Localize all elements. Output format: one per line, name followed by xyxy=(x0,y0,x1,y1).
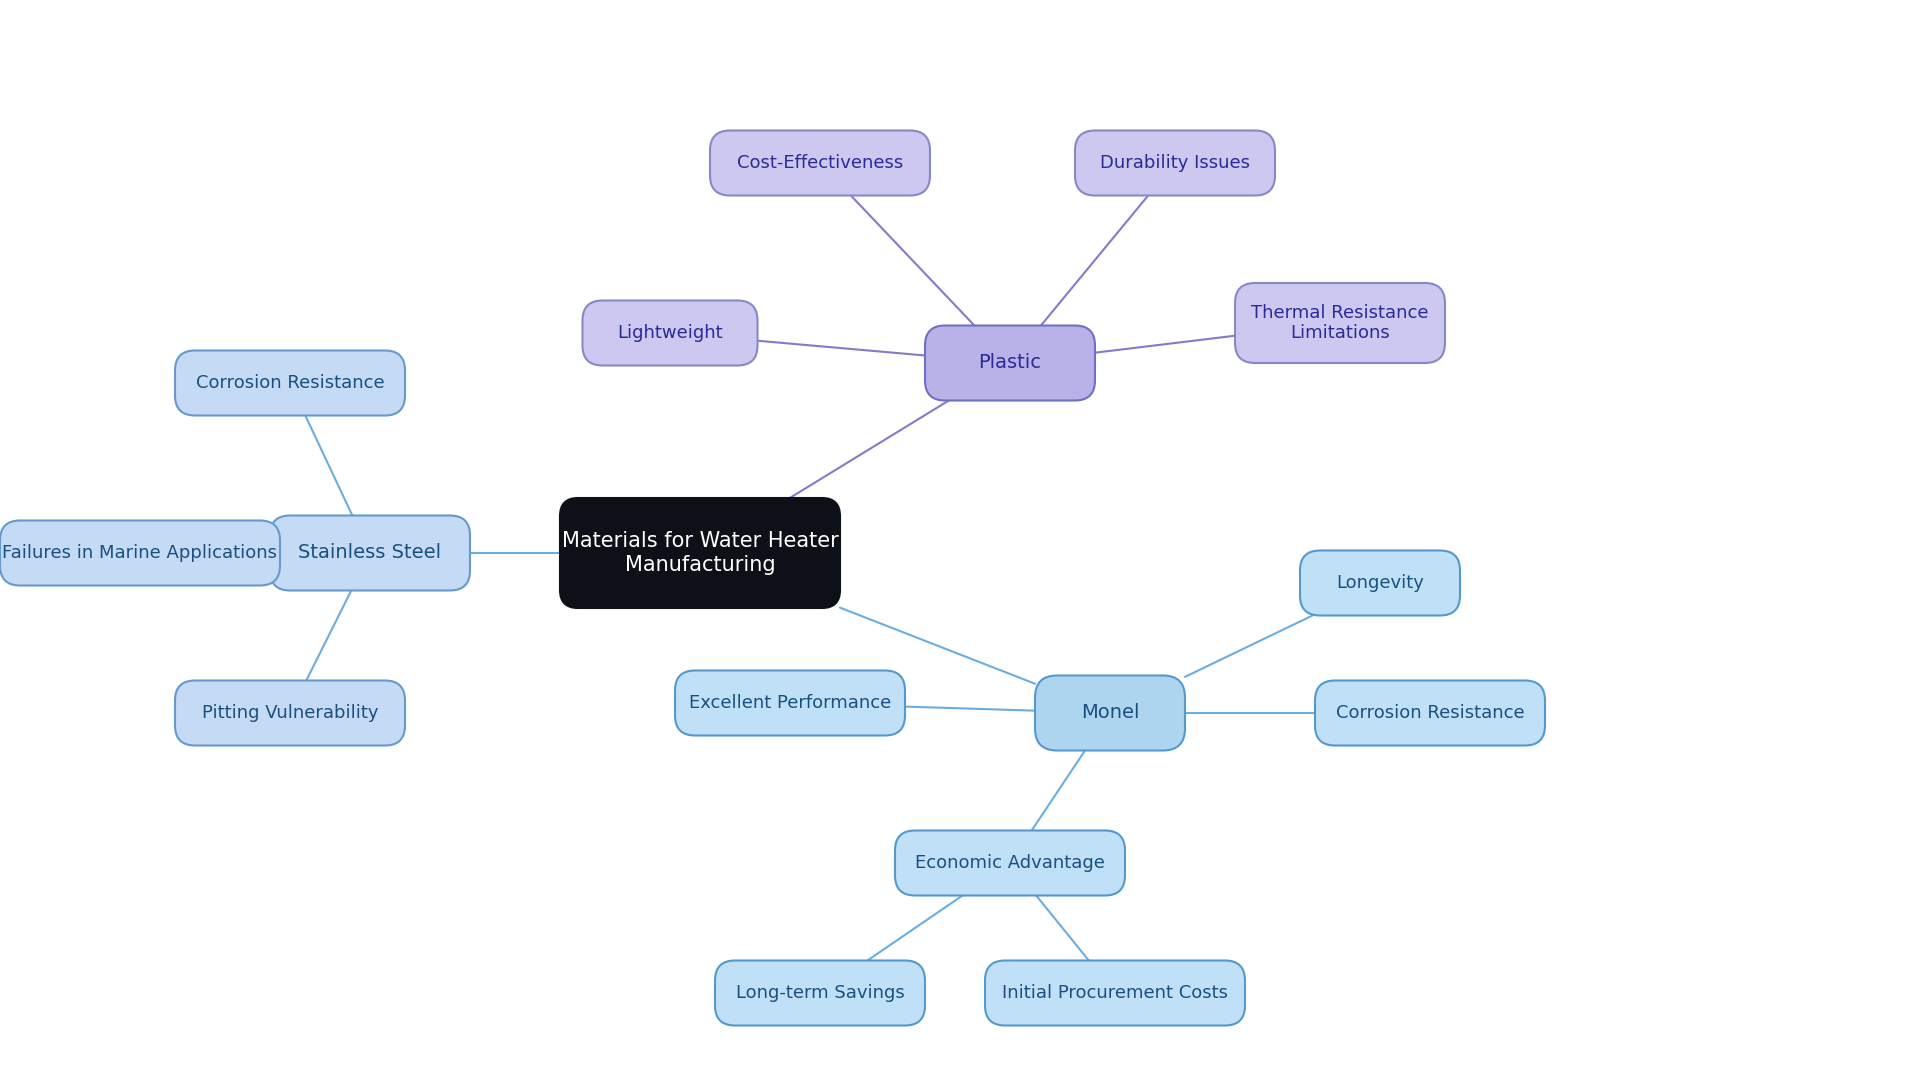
FancyBboxPatch shape xyxy=(1035,676,1185,751)
FancyBboxPatch shape xyxy=(582,300,758,365)
Text: Excellent Performance: Excellent Performance xyxy=(689,694,891,712)
Text: Lightweight: Lightweight xyxy=(616,324,722,342)
Text: Pitting Vulnerability: Pitting Vulnerability xyxy=(202,704,378,722)
FancyBboxPatch shape xyxy=(895,831,1125,896)
Text: Cost-Effectiveness: Cost-Effectiveness xyxy=(737,154,902,172)
Text: Stainless Steel: Stainless Steel xyxy=(298,544,442,562)
FancyBboxPatch shape xyxy=(175,351,405,416)
FancyBboxPatch shape xyxy=(1075,130,1275,196)
Text: Thermal Resistance
Limitations: Thermal Resistance Limitations xyxy=(1252,303,1428,342)
FancyBboxPatch shape xyxy=(714,961,925,1026)
FancyBboxPatch shape xyxy=(0,521,280,586)
Text: Monel: Monel xyxy=(1081,704,1139,722)
Text: Corrosion Resistance: Corrosion Resistance xyxy=(1336,704,1524,722)
Text: Initial Procurement Costs: Initial Procurement Costs xyxy=(1002,984,1229,1002)
FancyBboxPatch shape xyxy=(271,516,470,590)
Text: Durability Issues: Durability Issues xyxy=(1100,154,1250,172)
FancyBboxPatch shape xyxy=(561,498,841,608)
Text: Plastic: Plastic xyxy=(979,353,1041,373)
FancyBboxPatch shape xyxy=(710,130,929,196)
FancyBboxPatch shape xyxy=(175,680,405,745)
FancyBboxPatch shape xyxy=(1235,283,1446,363)
FancyBboxPatch shape xyxy=(925,326,1094,401)
Text: Corrosion Resistance: Corrosion Resistance xyxy=(196,374,384,392)
FancyBboxPatch shape xyxy=(676,670,904,735)
Text: Materials for Water Heater
Manufacturing: Materials for Water Heater Manufacturing xyxy=(563,532,839,575)
FancyBboxPatch shape xyxy=(1300,550,1459,615)
FancyBboxPatch shape xyxy=(985,961,1244,1026)
Text: Economic Advantage: Economic Advantage xyxy=(916,854,1104,872)
Text: Failures in Marine Applications: Failures in Marine Applications xyxy=(2,544,278,562)
Text: Long-term Savings: Long-term Savings xyxy=(735,984,904,1002)
FancyBboxPatch shape xyxy=(1315,680,1546,745)
Text: Longevity: Longevity xyxy=(1336,574,1425,592)
